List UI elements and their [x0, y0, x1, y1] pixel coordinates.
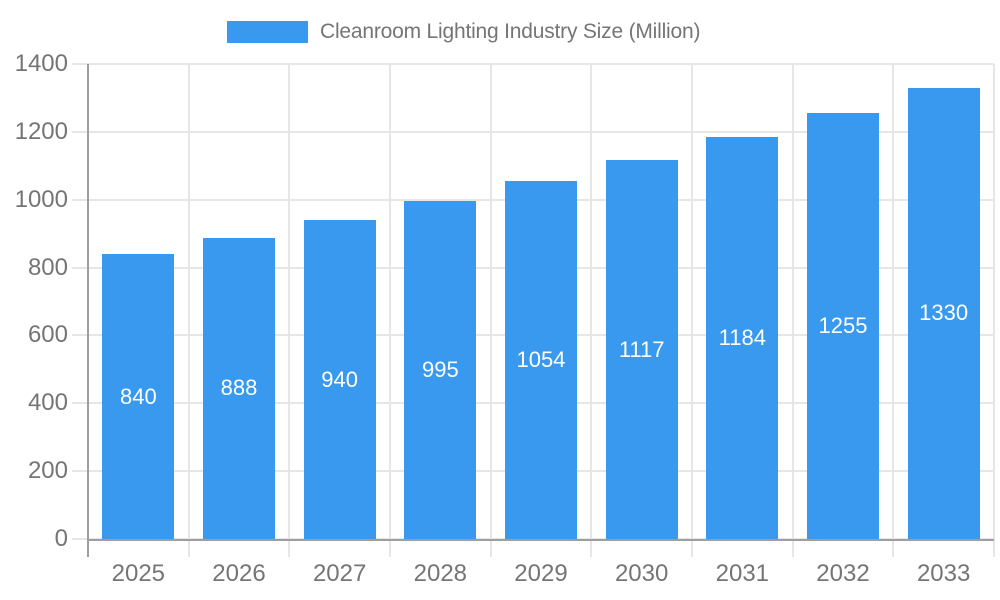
x-gridline: [791, 64, 794, 557]
chart-legend[interactable]: Cleanroom Lighting Industry Size (Millio…: [227, 20, 700, 44]
bar: 888: [203, 237, 275, 539]
x-axis-tick-label: 2033: [916, 560, 971, 587]
bar-value-label: 940: [321, 366, 359, 392]
y-axis-tick-label: 0: [54, 525, 68, 552]
bar: 1117: [605, 160, 678, 539]
bar: 995: [404, 201, 477, 539]
x-gridline: [288, 64, 291, 557]
x-axis-tick-label: 2031: [715, 560, 770, 587]
x-axis-tick-label: 2032: [816, 560, 870, 587]
bar-value-label: 1184: [718, 325, 766, 351]
x-gridline: [993, 64, 995, 557]
x-axis-tick-label: 2027: [312, 560, 367, 587]
x-gridline: [187, 64, 190, 557]
legend-label: Cleanroom Lighting Industry Size (Millio…: [320, 20, 701, 43]
bar-value-label: 888: [220, 375, 258, 401]
bar: 1054: [505, 181, 577, 539]
x-gridline: [389, 64, 391, 557]
y-axis-tick-label: 200: [27, 457, 68, 485]
y-axis-tick-label: 600: [27, 321, 68, 349]
y-axis-tick-label: 800: [27, 253, 68, 281]
x-gridline: [691, 64, 693, 557]
x-axis-line: [88, 539, 994, 541]
bar: 840: [102, 254, 175, 539]
y-gridline: [72, 130, 994, 133]
y-axis-tick-label: 1000: [14, 185, 68, 213]
bar-value-label: 1054: [516, 347, 566, 373]
bar-value-label: 1117: [618, 336, 665, 362]
legend-swatch: [227, 21, 308, 43]
x-gridline: [489, 64, 492, 557]
x-axis-tick-label: 2026: [212, 560, 266, 587]
x-axis-tick-label: 2029: [514, 560, 568, 587]
y-axis-line: [87, 64, 89, 557]
bar-value-label: 1255: [818, 313, 868, 339]
y-axis-tick-label: 400: [27, 389, 68, 417]
bar-value-label: 840: [119, 383, 157, 409]
bar: 940: [303, 220, 376, 539]
y-axis-tick-label: 1400: [14, 50, 68, 77]
x-axis-tick-label: 2025: [111, 560, 166, 587]
y-axis-tick-label: 1200: [14, 117, 68, 145]
bar: 1255: [807, 113, 879, 539]
bar-value-label: 1330: [919, 300, 969, 326]
bar-value-label: 995: [421, 357, 459, 383]
x-gridline: [892, 64, 895, 557]
bar: 1330: [907, 87, 980, 539]
x-axis-tick-label: 2030: [614, 560, 669, 587]
x-axis-tick-label: 2028: [413, 560, 468, 587]
bar: 1184: [706, 137, 779, 539]
x-gridline: [590, 64, 593, 557]
y-gridline: [72, 63, 994, 65]
